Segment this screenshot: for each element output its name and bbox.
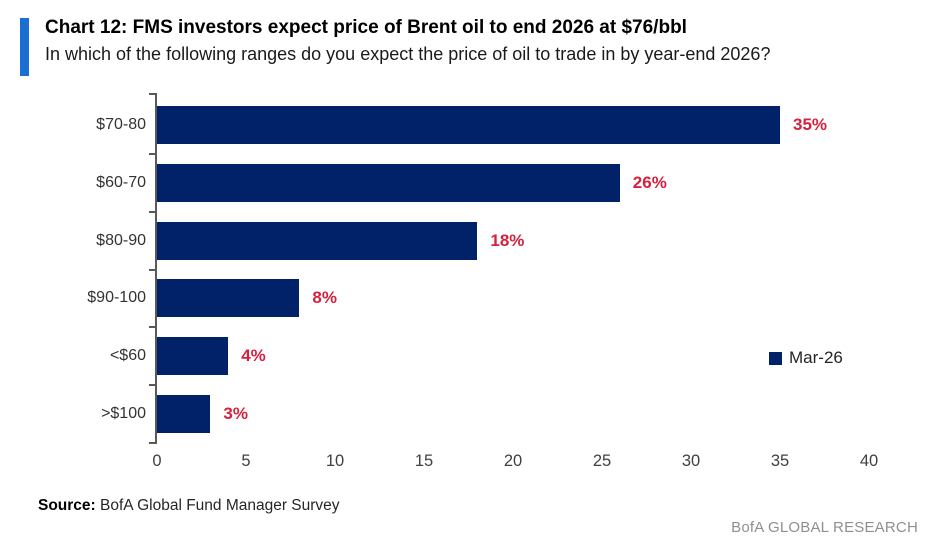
bar-rows: $70-80 35% $60-70 26% $80-90 18% $90-100 8% <$60…	[87, 96, 869, 443]
data-label: 3%	[223, 404, 248, 424]
bar	[157, 163, 620, 202]
x-tick-label: 10	[325, 452, 345, 470]
x-tick-label: 35	[770, 452, 790, 470]
category-label: $80-90	[96, 231, 146, 249]
x-tick-label: 15	[414, 452, 434, 470]
brand-text: BofA GLOBAL RESEARCH	[731, 519, 918, 536]
data-label: 18%	[490, 230, 525, 250]
chart-title: Chart 12: FMS investors expect price of …	[45, 17, 687, 38]
category-label: >$100	[101, 405, 146, 423]
x-tick-label: 25	[592, 452, 612, 470]
source-text: BofA Global Fund Manager Survey	[95, 497, 340, 514]
y-axis-tick	[149, 153, 157, 155]
x-tick-label: 5	[241, 452, 251, 470]
legend-label-mar-26: Mar-26	[789, 348, 843, 367]
source-label: Source:	[38, 497, 96, 514]
bar	[157, 395, 211, 434]
data-label: 8%	[312, 288, 337, 308]
legend-swatch-mar-26	[769, 351, 782, 365]
legend: Mar-26	[769, 348, 843, 368]
title-accent-bar	[20, 18, 29, 76]
x-axis-ticks: 0 5 10 15 20 25 30 35 40	[152, 452, 878, 472]
data-label: 4%	[241, 346, 266, 366]
bar-chart-plot: $70-80 35% $60-70 26% $80-90 18% $90-100 8% <$60…	[87, 93, 869, 444]
bar	[157, 105, 780, 144]
x-tick-label: 40	[859, 452, 879, 470]
title-block: Chart 12: FMS investors expect price of …	[45, 15, 770, 76]
y-axis-tick	[149, 326, 157, 328]
category-label: $70-80	[96, 115, 146, 133]
bar	[157, 279, 300, 318]
y-axis-tick	[149, 442, 157, 444]
category-label: $90-100	[87, 289, 146, 307]
y-axis-tick	[149, 93, 157, 95]
source-note: Source: BofA Global Fund Manager Survey	[38, 497, 340, 515]
data-label: 35%	[793, 114, 828, 134]
bar-row: $90-100 8%	[87, 269, 869, 327]
chart-header: Chart 12: FMS investors expect price of …	[20, 15, 770, 76]
bar	[157, 221, 478, 260]
bar-row: $60-70 26%	[96, 154, 869, 212]
bar-row: <$60 4%	[110, 327, 869, 385]
y-axis-tick	[149, 384, 157, 386]
bar	[157, 337, 229, 376]
x-tick-label: 20	[503, 452, 523, 470]
data-label: 26%	[632, 172, 667, 192]
y-axis-line	[155, 93, 157, 443]
bar-row: $70-80 35%	[96, 96, 869, 154]
category-label: <$60	[109, 347, 146, 365]
x-tick-label: 0	[152, 452, 162, 470]
y-axis-tick	[149, 211, 157, 213]
chart-subtitle: In which of the following ranges do you …	[45, 43, 771, 64]
category-label: $60-70	[96, 173, 146, 191]
x-tick-label: 30	[681, 452, 701, 470]
bar-row: >$100 3%	[101, 385, 869, 443]
bar-row: $80-90 18%	[96, 212, 869, 270]
y-axis-tick	[149, 269, 157, 271]
